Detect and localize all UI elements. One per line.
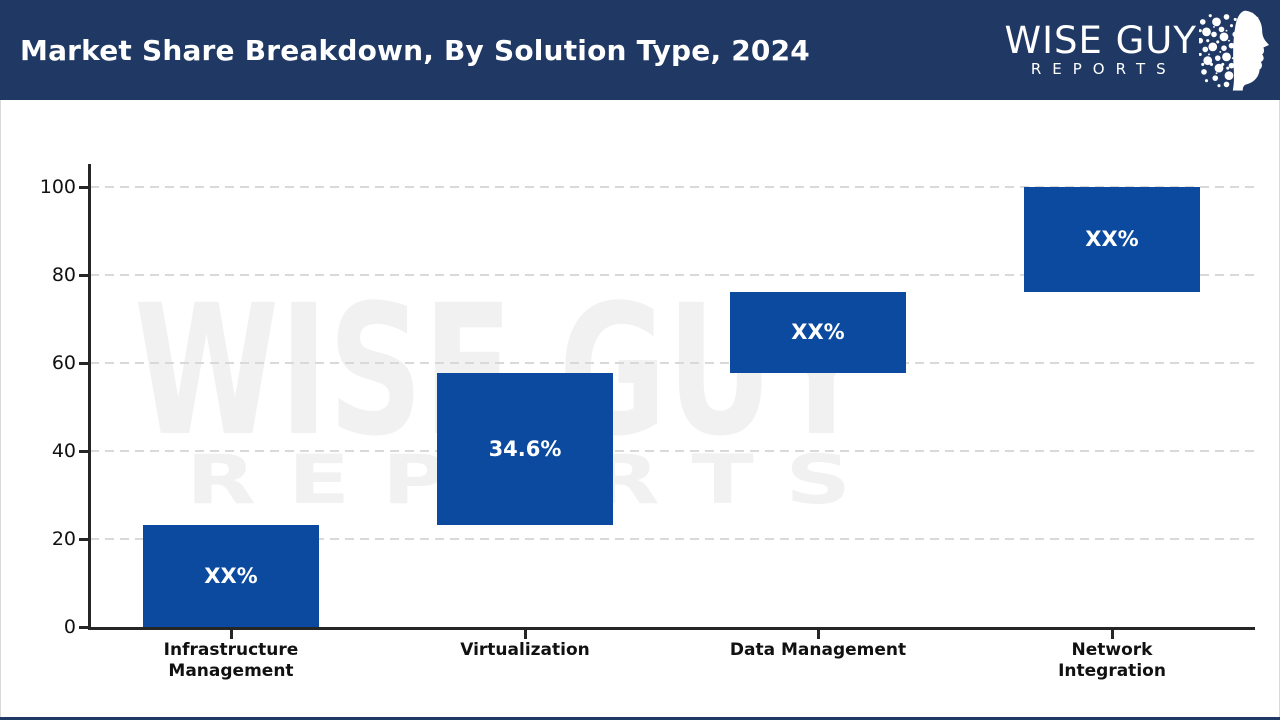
y-tick-label-100: 100 [39,176,76,198]
gridline-80 [90,274,1255,276]
bar-value-label: XX% [204,563,258,588]
gridline-40 [90,450,1255,452]
y-tick-mark-100 [79,185,88,189]
chart-area: WISE GUY R E P O R T S 020406080100XX%In… [0,100,1280,717]
logo-wordmark: WISE GUY REPORTS [1004,19,1197,79]
y-tick-label-40: 40 [51,440,76,462]
page-title: Market Share Breakdown, By Solution Type… [20,33,810,67]
y-tick-mark-60 [79,361,88,365]
dotted-head-icon [1199,8,1274,92]
y-tick-label-20: 20 [51,528,76,550]
header: Market Share Breakdown, By Solution Type… [0,0,1280,100]
bar-value-label: 34.6% [488,436,562,461]
y-axis-line [88,164,91,630]
y-tick-label-0: 0 [63,616,76,638]
x-tick-mark-0 [229,630,233,639]
x-axis-line [88,627,1255,630]
x-category-label-0: Infrastructure Management [163,640,299,681]
x-tick-mark-3 [1110,630,1114,639]
bar-value-label: XX% [791,320,845,345]
x-tick-mark-2 [816,630,820,639]
bar-infrastructure-management: XX% [143,524,319,627]
logo-wordmark-line1: WISE GUY [1004,19,1197,62]
x-category-label-2: Data Management [729,640,907,660]
footer-strip [0,717,1280,720]
x-category-label-1: Virtualization [460,640,590,660]
logo-wordmark-line2: REPORTS [1030,60,1177,78]
wise-guy-reports-logo: WISE GUY REPORTS [1005,0,1274,100]
gridline-100 [90,186,1255,188]
y-tick-label-60: 60 [51,352,76,374]
x-tick-mark-1 [523,630,527,639]
y-tick-mark-80 [79,273,88,277]
y-tick-mark-0 [79,625,88,629]
bar-virtualization: 34.6% [437,372,613,525]
y-tick-mark-40 [79,449,88,453]
bar-network-integration: XX% [1024,187,1200,292]
y-tick-label-80: 80 [51,264,76,286]
y-tick-mark-20 [79,537,88,541]
gridline-20 [90,538,1255,540]
bar-data-management: XX% [730,291,906,373]
bar-value-label: XX% [1085,227,1139,252]
gridline-60 [90,362,1255,364]
x-category-label-3: Network Integration [1058,640,1166,681]
